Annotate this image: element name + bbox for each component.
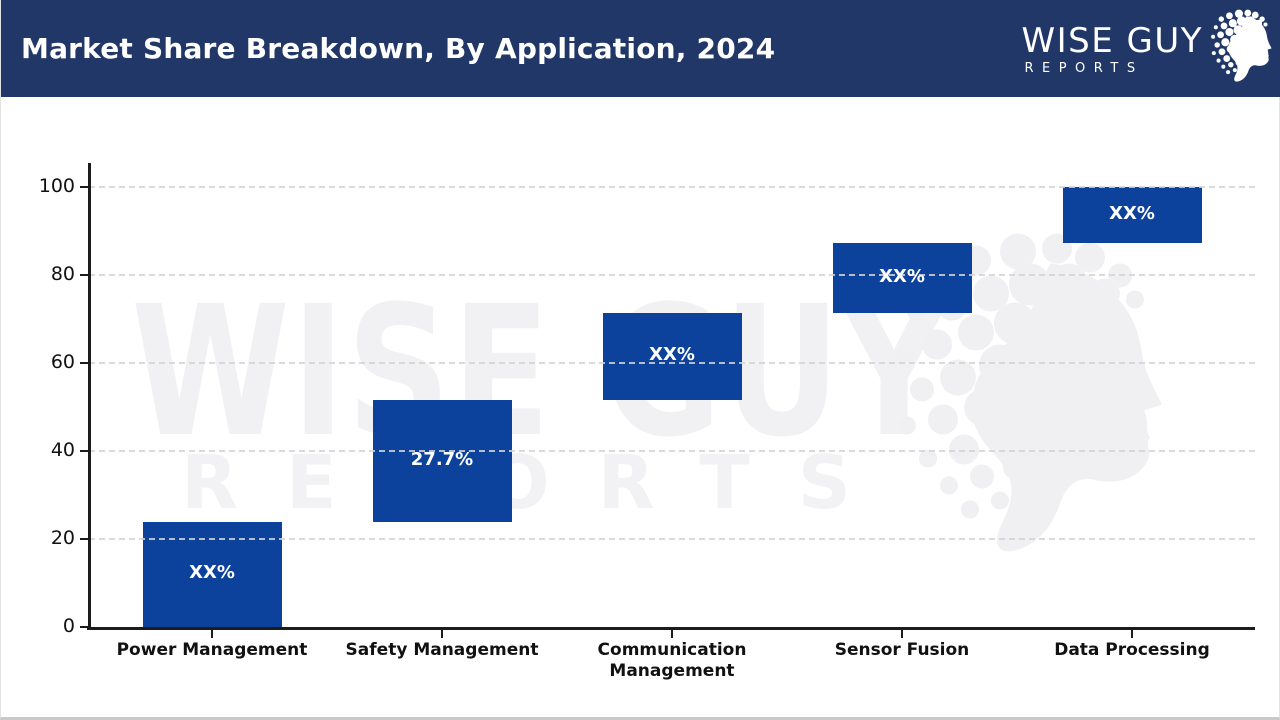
brand-subtitle: REPORTS — [1024, 61, 1144, 76]
y-axis-tick — [80, 626, 89, 628]
bar-value-label: XX% — [649, 344, 695, 366]
y-axis-tick-label: 60 — [50, 351, 75, 373]
bar — [1062, 187, 1202, 243]
y-axis-line — [88, 163, 91, 630]
gridline — [89, 274, 1255, 276]
x-axis-category-label: Communication Management — [597, 640, 747, 681]
gridline — [89, 186, 1255, 188]
bar-value-label: XX% — [189, 562, 235, 584]
bar — [602, 312, 742, 400]
gridline — [89, 362, 1255, 364]
y-axis-tick-label: 100 — [38, 175, 75, 197]
bar-value-label: XX% — [879, 265, 925, 287]
page-title: Market Share Breakdown, By Application, … — [21, 32, 776, 65]
y-axis-tick — [80, 538, 89, 540]
brand-name: WISE GUY — [1021, 21, 1203, 61]
x-axis-category-label: Power Management — [116, 640, 308, 660]
y-axis-tick — [80, 186, 89, 188]
gridline — [89, 538, 1255, 540]
x-axis-category-label: Safety Management — [345, 640, 539, 660]
y-axis-tick — [80, 362, 89, 364]
bar-value-label: 27.7% — [410, 448, 474, 470]
x-axis-tick — [211, 630, 213, 638]
x-axis-category-label: Data Processing — [1054, 640, 1210, 660]
x-axis-tick — [671, 630, 673, 638]
x-axis-line — [87, 627, 1255, 630]
y-axis-tick-label: 0 — [62, 615, 75, 637]
bar — [372, 399, 512, 522]
y-axis-tick-label: 40 — [50, 439, 75, 461]
bar — [832, 242, 972, 313]
watermark-subtext: REPORTS — [181, 440, 900, 526]
y-axis-tick — [80, 274, 89, 276]
y-axis-tick-label: 80 — [50, 263, 75, 285]
y-axis-tick — [80, 450, 89, 452]
x-axis-tick — [1131, 630, 1133, 638]
x-axis-category-label: Sensor Fusion — [834, 640, 970, 660]
y-axis-tick-label: 20 — [50, 527, 75, 549]
header-bar: Market Share Breakdown, By Application, … — [1, 0, 1280, 97]
brand-logo: WISE GUY REPORTS — [1021, 24, 1203, 76]
bar-value-label: XX% — [1109, 202, 1155, 224]
x-axis-tick — [901, 630, 903, 638]
x-axis-tick — [441, 630, 443, 638]
gridline — [89, 450, 1255, 452]
watermark-text: WISE GUY — [131, 268, 948, 477]
